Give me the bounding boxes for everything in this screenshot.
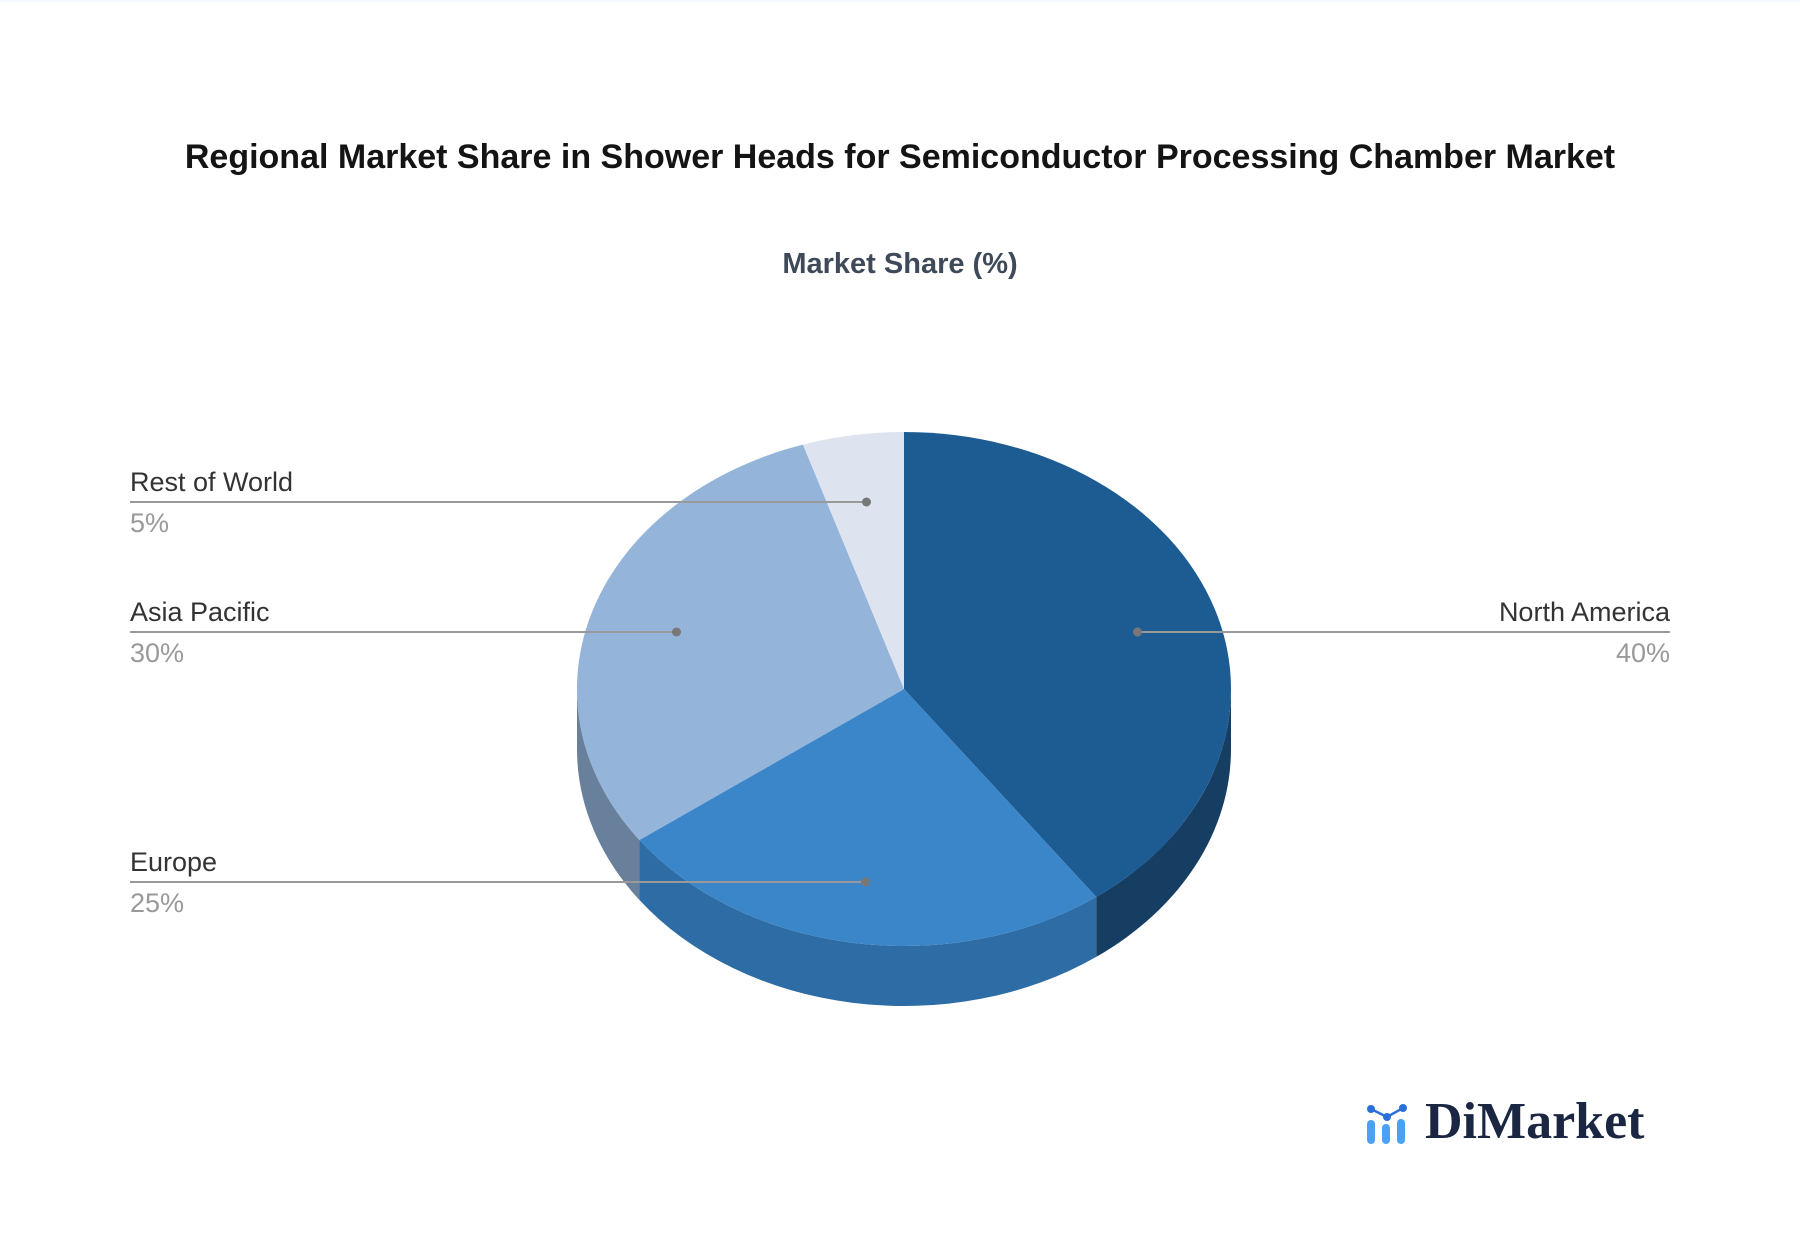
leader-dot: [1133, 627, 1142, 637]
slice-percent: 40%: [1615, 638, 1670, 668]
page-title: Regional Market Share in Shower Heads fo…: [184, 138, 1616, 176]
leader-dot: [862, 497, 871, 507]
logo-text: DiMarket: [1425, 1093, 1645, 1151]
callout-europe: Europe 25%: [130, 845, 890, 920]
brand-logo: DiMarket: [1362, 1093, 1645, 1151]
chart-subtitle: Market Share (%): [782, 248, 1018, 280]
leader-line: [130, 877, 870, 887]
leader-line: [1133, 627, 1670, 637]
slice-label: Rest of World: [130, 467, 294, 497]
pie-slice-north-america[interactable]: [904, 432, 1232, 897]
logo-dots: [1367, 1104, 1407, 1121]
slice-label: Asia Pacific: [130, 597, 270, 627]
leader-line: [130, 627, 681, 637]
leader-line: [130, 497, 871, 507]
callout-north-america: North America 40%: [1132, 595, 1670, 670]
logo-bars: [1367, 1119, 1405, 1144]
callout-asia-pacific: Asia Pacific 30%: [130, 595, 890, 670]
slice-percent: 25%: [130, 888, 185, 918]
bar-chart-logo-icon: [1367, 1104, 1407, 1144]
pie-slice-rest-of-world[interactable]: [802, 432, 904, 689]
leader-dot: [672, 627, 681, 637]
callout-rest-of-world: Rest of World 5%: [130, 465, 890, 540]
slice-percent: 5%: [130, 508, 170, 538]
slice-percent: 30%: [130, 638, 185, 668]
pie-slice-asia-pacific[interactable]: [577, 444, 904, 841]
leader-dot: [861, 877, 870, 887]
slice-label: North America: [1498, 597, 1670, 627]
slice-label: Europe: [130, 847, 218, 877]
